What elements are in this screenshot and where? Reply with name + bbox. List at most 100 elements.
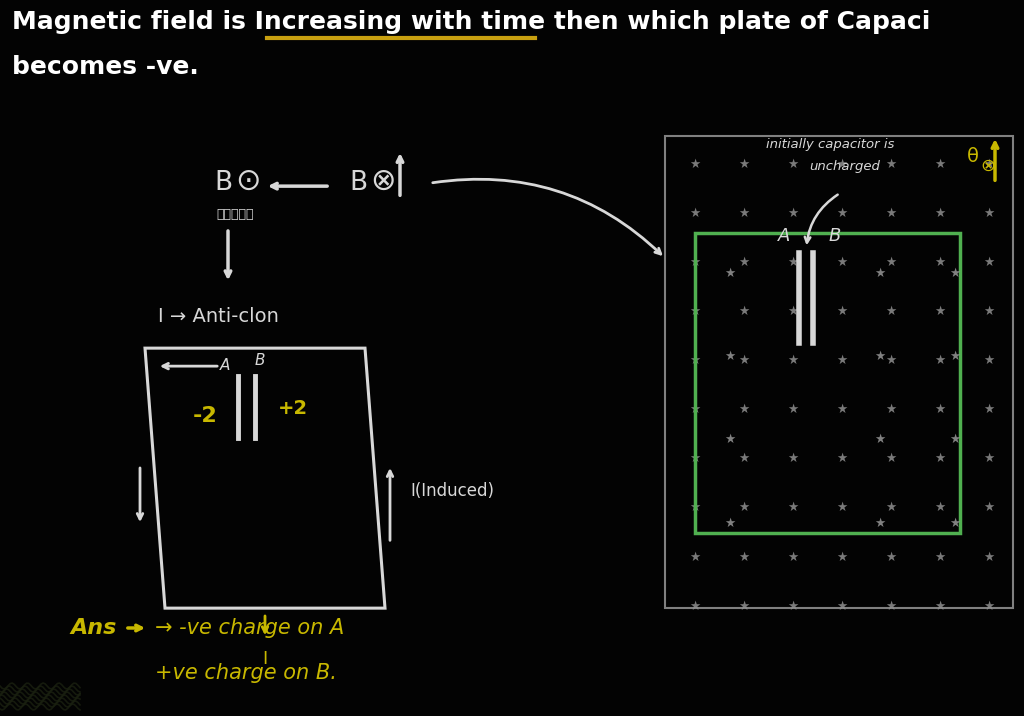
Text: ★: ★ [738,305,750,318]
Text: ★: ★ [787,305,799,318]
Text: ★: ★ [837,256,848,269]
Text: ★: ★ [724,266,735,280]
Text: Magnetic field is Increasing with time then which plate of Capaci: Magnetic field is Increasing with time t… [12,10,931,34]
Text: ★: ★ [983,551,994,563]
Text: बनेगी: बनेगी [216,208,254,221]
Text: ★: ★ [885,599,896,613]
Text: ★: ★ [724,517,735,530]
Text: ★: ★ [738,207,750,220]
Text: ★: ★ [983,599,994,613]
Text: ★: ★ [689,501,700,514]
Text: ★: ★ [738,158,750,170]
Text: ★: ★ [724,350,735,363]
Text: +ve charge on B.: +ve charge on B. [155,663,337,683]
Text: ★: ★ [983,403,994,416]
Text: ★: ★ [837,501,848,514]
Text: ★: ★ [689,403,700,416]
Text: ★: ★ [787,207,799,220]
Text: ★: ★ [885,501,896,514]
Text: ★: ★ [874,517,886,530]
Text: θ: θ [967,147,979,165]
Text: ★: ★ [934,256,945,269]
Text: ★: ★ [689,207,700,220]
Text: ⊙: ⊙ [236,167,261,195]
Text: ★: ★ [689,453,700,465]
Text: B: B [255,353,265,368]
Text: ★: ★ [738,354,750,367]
Text: ★: ★ [983,305,994,318]
Text: ★: ★ [724,433,735,446]
Text: ★: ★ [885,256,896,269]
Text: ★: ★ [787,551,799,563]
Text: ★: ★ [949,350,961,363]
Text: +2: +2 [278,399,308,417]
Text: ★: ★ [885,453,896,465]
Text: ★: ★ [983,207,994,220]
Text: ★: ★ [689,158,700,170]
Text: ★: ★ [949,266,961,280]
Text: ★: ★ [934,207,945,220]
Text: ★: ★ [934,453,945,465]
Text: ★: ★ [885,305,896,318]
Text: ★: ★ [837,551,848,563]
Text: ★: ★ [837,599,848,613]
Text: ★: ★ [787,256,799,269]
Text: ★: ★ [689,256,700,269]
Text: ★: ★ [787,158,799,170]
Text: I: I [262,650,267,668]
Text: ⊗: ⊗ [980,157,995,175]
Text: ★: ★ [738,453,750,465]
Text: ★: ★ [689,599,700,613]
Text: ★: ★ [934,403,945,416]
Text: uncharged: uncharged [810,160,881,173]
Text: B: B [349,170,367,196]
Text: ★: ★ [837,207,848,220]
Text: ★: ★ [837,158,848,170]
Text: ★: ★ [934,305,945,318]
Text: ★: ★ [885,354,896,367]
Text: ★: ★ [787,501,799,514]
Text: ★: ★ [787,403,799,416]
Text: B: B [828,227,841,245]
Text: A: A [220,358,230,373]
Text: B: B [214,170,232,196]
Text: I → Anti-clon: I → Anti-clon [158,306,279,326]
Text: ★: ★ [787,453,799,465]
Text: initially capacitor is: initially capacitor is [766,138,894,151]
Text: ★: ★ [949,433,961,446]
Text: ★: ★ [885,551,896,563]
Text: ★: ★ [837,354,848,367]
Text: ★: ★ [787,354,799,367]
Text: ★: ★ [885,207,896,220]
Text: ★: ★ [837,453,848,465]
Text: ★: ★ [934,501,945,514]
Text: becomes -ve.: becomes -ve. [12,55,199,79]
Text: ★: ★ [934,599,945,613]
Text: ★: ★ [738,599,750,613]
Text: ★: ★ [874,350,886,363]
Text: ★: ★ [983,256,994,269]
Text: ⊗: ⊗ [371,167,395,195]
Text: ★: ★ [934,551,945,563]
Text: ★: ★ [885,158,896,170]
Text: -2: -2 [193,406,217,426]
Text: ★: ★ [738,403,750,416]
Text: ★: ★ [689,305,700,318]
Text: → -ve charge on A: → -ve charge on A [155,618,344,638]
Text: ★: ★ [874,266,886,280]
Text: ★: ★ [934,354,945,367]
Text: ★: ★ [983,453,994,465]
Text: ★: ★ [934,158,945,170]
Text: ★: ★ [983,354,994,367]
Text: A: A [778,227,791,245]
Text: Ans: Ans [70,618,117,638]
Text: ★: ★ [874,433,886,446]
Text: I(Induced): I(Induced) [410,482,494,500]
Text: ★: ★ [983,501,994,514]
Text: ★: ★ [738,501,750,514]
Text: ★: ★ [837,305,848,318]
Text: ★: ★ [983,158,994,170]
Text: ★: ★ [689,551,700,563]
Text: ★: ★ [885,403,896,416]
Text: ★: ★ [738,256,750,269]
